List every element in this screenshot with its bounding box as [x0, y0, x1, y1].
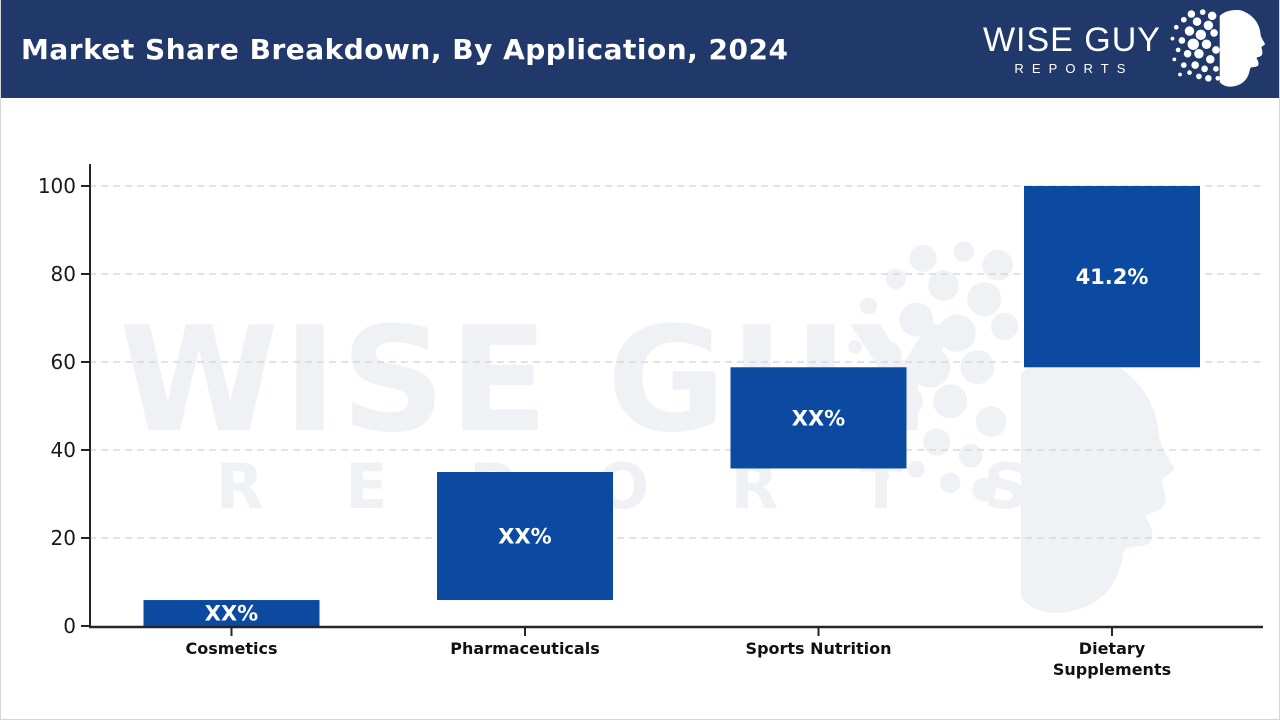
watermark-face	[1021, 353, 1175, 613]
brand-subtitle: REPORTS	[1014, 61, 1134, 76]
plot-area: XX% XX% XX% 41.2% 0 20 40 60 80 100	[38, 164, 1263, 638]
brand-logo: WISE GUY REPORTS	[983, 8, 1267, 90]
bar-label-1: XX%	[205, 602, 258, 626]
brand-logo-text: WISE GUY REPORTS	[983, 23, 1161, 75]
y-tick-label-100: 100	[38, 174, 76, 198]
chart-area: WISE GUY R E P O R T S XX% XX% XX% 41.2% 0 20…	[1, 98, 1279, 719]
bar-pharmaceuticals	[437, 472, 613, 601]
brand-name: WISE GUY	[982, 21, 1161, 59]
y-tick-label-60: 60	[51, 350, 76, 374]
bar-label-4: 41.2%	[1076, 265, 1149, 289]
bar-label-2: XX%	[498, 525, 551, 549]
bar-cosmetics	[143, 600, 320, 626]
bar-sports-nutrition	[730, 367, 907, 469]
header-bar: Market Share Breakdown, By Application, …	[1, 0, 1279, 98]
bar-dietary-supplements	[1024, 186, 1200, 368]
brand-face-icon	[1170, 9, 1266, 87]
y-tick-label-0: 0	[63, 614, 76, 638]
bar-label-3: XX%	[792, 406, 845, 430]
y-tick-label-80: 80	[51, 262, 76, 286]
page-title: Market Share Breakdown, By Application, …	[21, 32, 789, 66]
y-tick-label-20: 20	[51, 526, 76, 550]
y-tick-label-40: 40	[51, 438, 76, 462]
